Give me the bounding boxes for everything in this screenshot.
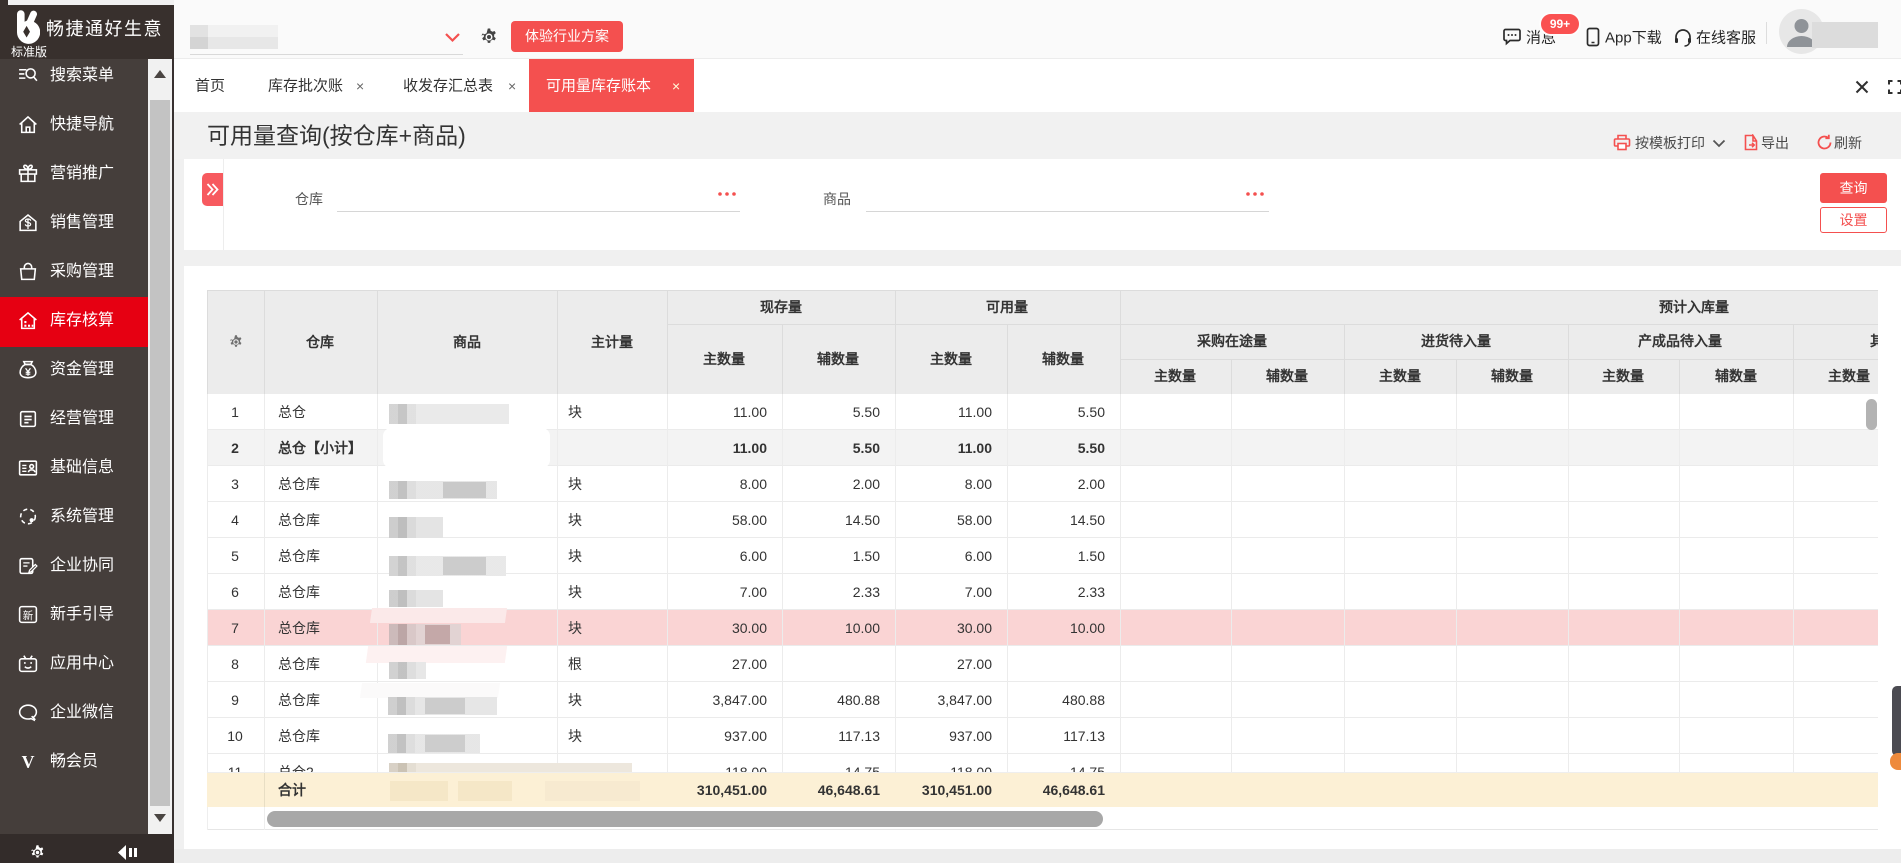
svg-text:新: 新	[23, 609, 34, 622]
svg-text:V: V	[22, 752, 35, 772]
